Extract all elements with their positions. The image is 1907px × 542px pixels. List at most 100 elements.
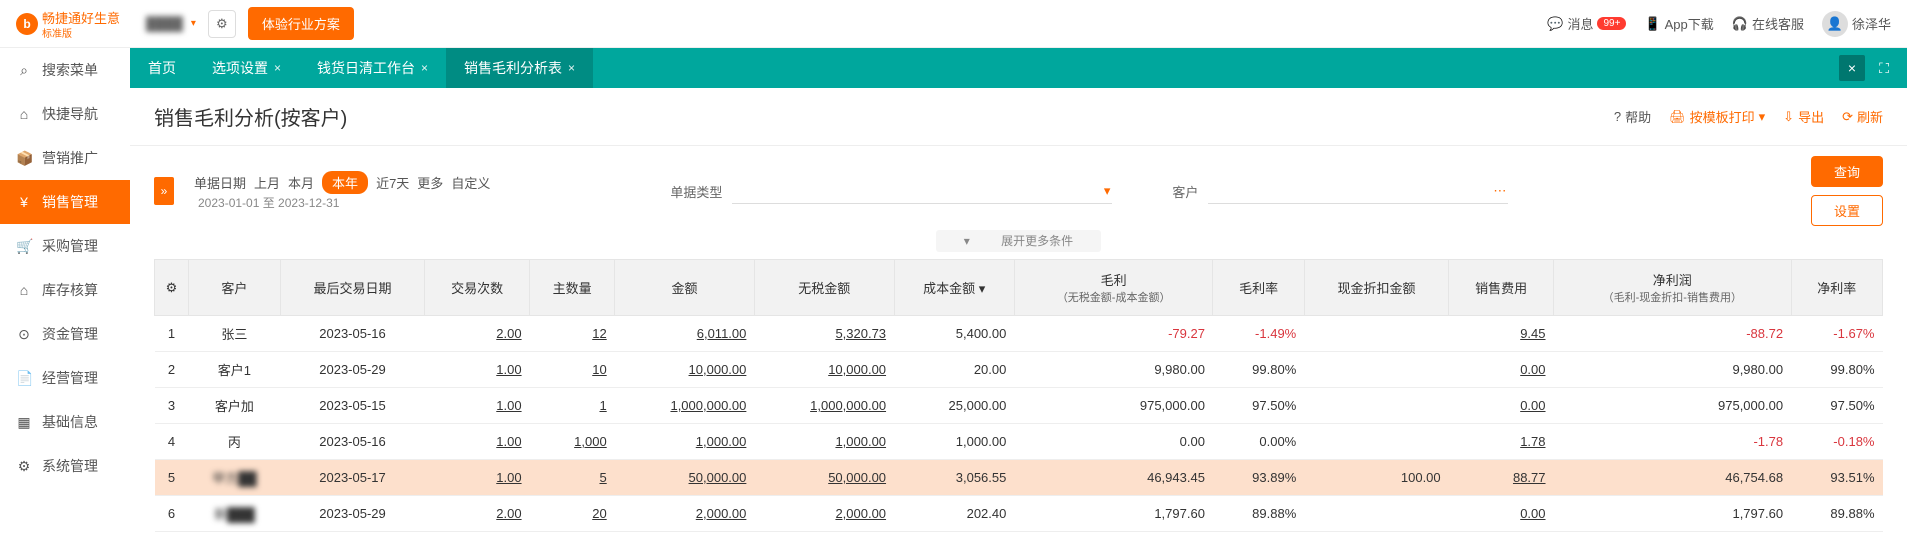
cell: 97.50%	[1791, 388, 1882, 424]
col-gross-rate[interactable]: 毛利率	[1213, 260, 1304, 316]
cell: 1.78	[1449, 424, 1554, 460]
date-custom[interactable]: 自定义	[451, 173, 490, 192]
sidebar-label: 库存核算	[42, 280, 98, 300]
sidebar-item[interactable]: ⌂库存核算	[0, 268, 130, 312]
sidebar-item[interactable]: ▦基础信息	[0, 400, 130, 444]
col-net[interactable]: 净利润（毛利-现金折扣-销售费用）	[1554, 260, 1792, 316]
col-amount[interactable]: 金额	[615, 260, 755, 316]
sidebar-label: 营销推广	[42, 148, 98, 168]
tab[interactable]: 首页	[130, 48, 194, 88]
sidebar-item[interactable]: ⚙系统管理	[0, 444, 130, 488]
col-net-rate[interactable]: 净利率	[1791, 260, 1882, 316]
page: 销售毛利分析(按客户) ?帮助 🖨按模板打印 ⇩导出 ⟳刷新 » 单据日期 上月…	[130, 88, 1907, 542]
sidebar-item[interactable]: ⌕搜索菜单	[0, 48, 130, 92]
page-header: 销售毛利分析(按客户) ?帮助 🖨按模板打印 ⇩导出 ⟳刷新	[130, 88, 1907, 146]
sidebar-item[interactable]: ⌂快捷导航	[0, 92, 130, 136]
user-menu[interactable]: 👤 徐泽华	[1822, 11, 1891, 37]
refresh-button[interactable]: ⟳刷新	[1842, 107, 1883, 126]
sidebar-item[interactable]: 📦 营销推广	[0, 136, 130, 180]
print-button[interactable]: 🖨按模板打印	[1669, 107, 1765, 126]
help-button[interactable]: ?帮助	[1614, 107, 1651, 126]
col-cost-label: 成本金额	[923, 281, 975, 296]
col-gear[interactable]	[155, 260, 189, 316]
cell: 5	[155, 460, 189, 496]
brand-edition: 标准版	[42, 25, 120, 40]
cell: 46,754.68	[1554, 460, 1792, 496]
setup-button[interactable]: 设置	[1811, 195, 1883, 226]
col-amount-notax[interactable]: 无税金额	[754, 260, 894, 316]
query-button[interactable]: 查询	[1811, 156, 1883, 187]
cell: 10	[530, 352, 615, 388]
support-link[interactable]: 🎧 在线客服	[1732, 14, 1804, 33]
cell: 6	[155, 496, 189, 532]
doctype-select[interactable]	[732, 179, 1112, 204]
col-client[interactable]: 客户	[189, 260, 281, 316]
col-cash-disc[interactable]: 现金折扣金额	[1304, 260, 1448, 316]
table-row[interactable]: 6新███2023-05-292.00202,000.002,000.00202…	[155, 496, 1883, 532]
col-cost[interactable]: 成本金额	[894, 260, 1014, 316]
cell: -0.18%	[1791, 424, 1882, 460]
doctype-filter: 单据类型	[670, 179, 1112, 204]
brand-name: 畅捷通好生意	[42, 8, 120, 27]
close-icon[interactable]: ×	[274, 61, 281, 75]
close-all-button[interactable]: ×	[1839, 55, 1865, 81]
expand-filters[interactable]: 展开更多条件	[130, 226, 1907, 259]
settings-button[interactable]	[208, 10, 236, 38]
date-this-year[interactable]: 本年	[322, 171, 368, 194]
cell: 1,000	[530, 424, 615, 460]
filter-bar: » 单据日期 上月 本月 本年 近7天 更多 自定义 2023-01-01 至 …	[130, 146, 1907, 226]
cell: 100.00	[1304, 460, 1448, 496]
tab[interactable]: 选项设置×	[194, 48, 299, 88]
org-selector[interactable]: ████	[146, 16, 196, 31]
sidebar-item[interactable]: 📄经营管理	[0, 356, 130, 400]
cell	[1304, 316, 1448, 352]
app-download-link[interactable]: 📱 App下载	[1644, 14, 1713, 33]
close-icon[interactable]: ×	[421, 61, 428, 75]
industry-cta-button[interactable]: 体验行业方案	[248, 7, 354, 40]
cell: 12	[530, 316, 615, 352]
cell: 2023-05-29	[280, 352, 424, 388]
date-last-month[interactable]: 上月	[254, 173, 280, 192]
sidebar-item[interactable]: ¥销售管理	[0, 180, 130, 224]
sidebar-item[interactable]: ⊙资金管理	[0, 312, 130, 356]
tab[interactable]: 销售毛利分析表×	[446, 48, 593, 88]
cell: 10,000.00	[615, 352, 755, 388]
table-row[interactable]: 2客户12023-05-291.001010,000.0010,000.0020…	[155, 352, 1883, 388]
cell	[1304, 496, 1448, 532]
date-this-month[interactable]: 本月	[288, 173, 314, 192]
cell: 50,000.00	[615, 460, 755, 496]
cell: -1.49%	[1213, 316, 1304, 352]
date-more[interactable]: 更多	[417, 173, 443, 192]
table-row[interactable]: 3客户加2023-05-151.0011,000,000.001,000,000…	[155, 388, 1883, 424]
cell: 10,000.00	[754, 352, 894, 388]
date-last7[interactable]: 近7天	[376, 173, 409, 192]
cell: 2.00	[425, 496, 530, 532]
sidebar-icon: 📦	[16, 150, 32, 167]
cell: 3,056.55	[894, 460, 1014, 496]
col-txn-count[interactable]: 交易次数	[425, 260, 530, 316]
cell: 4	[155, 424, 189, 460]
brand-mark: b	[16, 13, 38, 35]
sidebar-item[interactable]: 🛒采购管理	[0, 224, 130, 268]
table-row[interactable]: 5甲方██2023-05-171.00550,000.0050,000.003,…	[155, 460, 1883, 496]
client-select[interactable]: ⋯	[1208, 179, 1508, 204]
col-main-qty[interactable]: 主数量	[530, 260, 615, 316]
col-sales-exp[interactable]: 销售费用	[1449, 260, 1554, 316]
cell: 9.45	[1449, 316, 1554, 352]
cell: 5,400.00	[894, 316, 1014, 352]
fullscreen-button[interactable]: ⛶	[1871, 55, 1897, 81]
messages-link[interactable]: 💬 消息 99+	[1547, 14, 1626, 33]
export-icon: ⇩	[1783, 109, 1794, 125]
col-gross[interactable]: 毛利（无税金额-成本金额）	[1014, 260, 1213, 316]
export-button[interactable]: ⇩导出	[1783, 107, 1824, 126]
table-row[interactable]: 4丙2023-05-161.001,0001,000.001,000.001,0…	[155, 424, 1883, 460]
col-gross-label: 毛利	[1101, 273, 1127, 288]
chevron-down-icon	[1759, 109, 1766, 125]
tab[interactable]: 钱货日清工作台×	[299, 48, 446, 88]
collapse-handle[interactable]: »	[154, 177, 174, 205]
table-row[interactable]: 1张三2023-05-162.00126,011.005,320.735,400…	[155, 316, 1883, 352]
close-icon[interactable]: ×	[568, 61, 575, 75]
col-last-date[interactable]: 最后交易日期	[280, 260, 424, 316]
cell: 6,011.00	[615, 316, 755, 352]
sidebar-icon: ⊙	[16, 326, 32, 343]
